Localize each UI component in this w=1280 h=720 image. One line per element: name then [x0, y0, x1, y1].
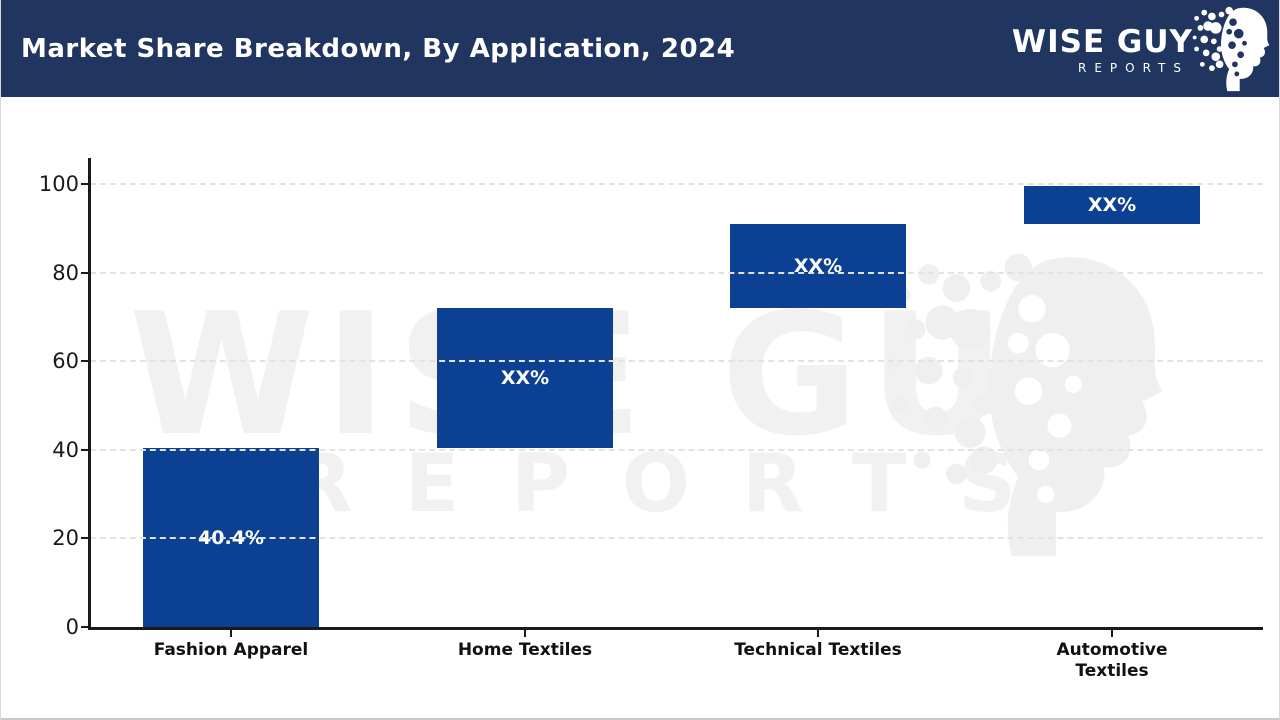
bar-value-label: XX%	[500, 367, 550, 390]
chart-title: Market Share Breakdown, By Application, …	[21, 33, 736, 64]
bar-technical-textiles: XX%	[730, 223, 906, 309]
x-category-label-line: Automotive	[1056, 640, 1168, 660]
x-axis-line	[88, 627, 1263, 630]
y-tick-label: 0	[65, 615, 79, 639]
x-tick-mark	[817, 629, 819, 637]
y-tick-mark	[81, 183, 90, 185]
x-category-label-line: Textiles	[1075, 661, 1149, 681]
y-tick-mark	[81, 271, 90, 274]
x-category-label-line: Home Textiles	[457, 640, 593, 660]
x-category-label-line: Technical Textiles	[734, 640, 902, 660]
brand-name: WISE GUY	[1011, 24, 1193, 60]
y-tick-label: 20	[52, 526, 79, 551]
x-tick-mark	[524, 629, 526, 637]
brand-logo: WISE GUY REPORTS	[1012, 0, 1279, 97]
x-category-label-automotive-textiles: Automotive Textiles	[997, 640, 1227, 682]
header: Market Share Breakdown, By Application, …	[1, 0, 1279, 97]
x-tick-mark	[230, 629, 232, 637]
bar-value-label: XX%	[1087, 194, 1137, 217]
x-tick-mark	[1111, 629, 1113, 637]
y-gridline	[90, 183, 1263, 185]
y-tick-mark	[81, 537, 90, 540]
y-gridline	[90, 448, 1263, 451]
x-category-label-line: Fashion Apparel	[153, 640, 309, 660]
y-tick-mark	[81, 626, 90, 628]
y-tick-label: 40	[52, 437, 79, 462]
x-category-label-technical-textiles: Technical Textiles	[703, 640, 933, 661]
bar-value-label: XX%	[793, 254, 843, 277]
y-axis-line	[88, 158, 91, 629]
y-gridline	[90, 360, 1263, 363]
y-gridline	[90, 271, 1263, 274]
bar-automotive-textiles: XX%	[1024, 186, 1200, 224]
y-tick-label: 60	[52, 349, 79, 374]
x-category-label-fashion-apparel: Fashion Apparel	[116, 640, 346, 661]
y-tick-label: 80	[52, 260, 79, 285]
bottom-divider	[1, 718, 1279, 720]
y-tick-mark	[81, 448, 90, 451]
y-gridline	[90, 537, 1263, 540]
bar-home-textiles: XX%	[437, 308, 613, 449]
brand-subtitle: REPORTS	[1077, 61, 1189, 75]
y-tick-label: 100	[38, 172, 79, 196]
x-category-label-home-textiles: Home Textiles	[410, 640, 640, 661]
y-tick-mark	[81, 360, 90, 363]
